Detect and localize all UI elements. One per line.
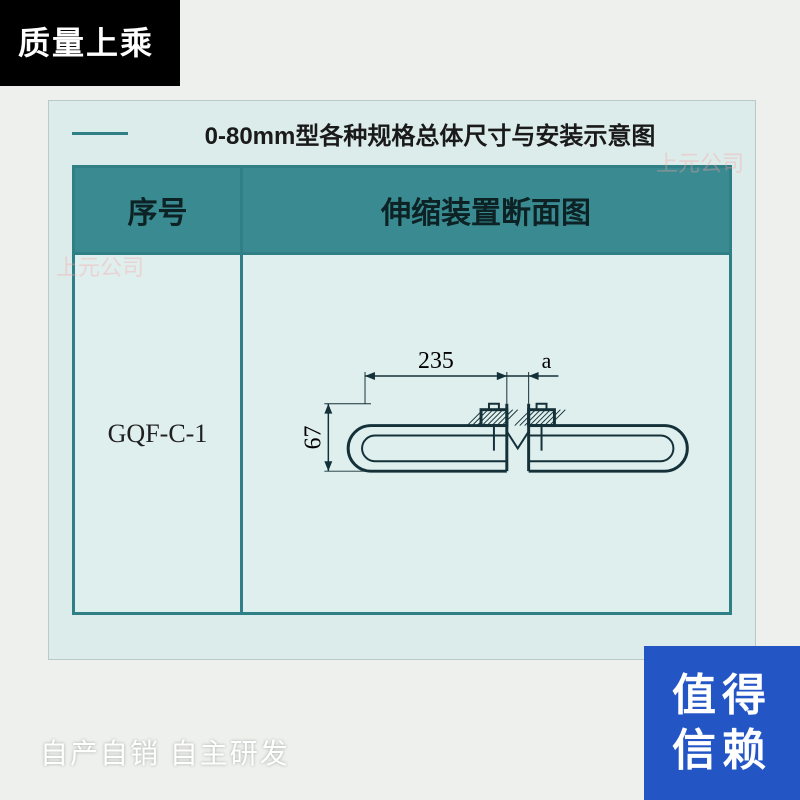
quality-badge: 质量上乘 <box>0 0 180 86</box>
spec-table: 序号 伸缩装置断面图 GQF-C-1 235 a 67 <box>72 165 732 615</box>
trust-badge: 值得 信赖 <box>644 646 800 800</box>
title-rule-left <box>72 132 128 135</box>
col-header-index: 序号 <box>74 167 242 254</box>
svg-text:67: 67 <box>300 425 326 449</box>
row-diagram-cell: 235 a 67 <box>242 254 731 614</box>
svg-text:235: 235 <box>418 348 454 374</box>
row-label: GQF-C-1 <box>74 254 242 614</box>
spec-sheet: 0-80mm型各种规格总体尺寸与安装示意图 序号 伸缩装置断面图 GQF-C-1… <box>48 100 756 660</box>
col-header-diagram: 伸缩装置断面图 <box>242 167 731 254</box>
svg-text:a: a <box>542 349 552 373</box>
table-header-row: 序号 伸缩装置断面图 <box>74 167 731 254</box>
cross-section-diagram: 235 a 67 <box>243 255 729 612</box>
sheet-title: 0-80mm型各种规格总体尺寸与安装示意图 <box>128 116 732 151</box>
footer-slogan: 自产自销 自主研发 <box>40 732 290 772</box>
sheet-title-row: 0-80mm型各种规格总体尺寸与安装示意图 <box>48 116 756 165</box>
table-row: GQF-C-1 235 a 67 <box>74 254 731 614</box>
